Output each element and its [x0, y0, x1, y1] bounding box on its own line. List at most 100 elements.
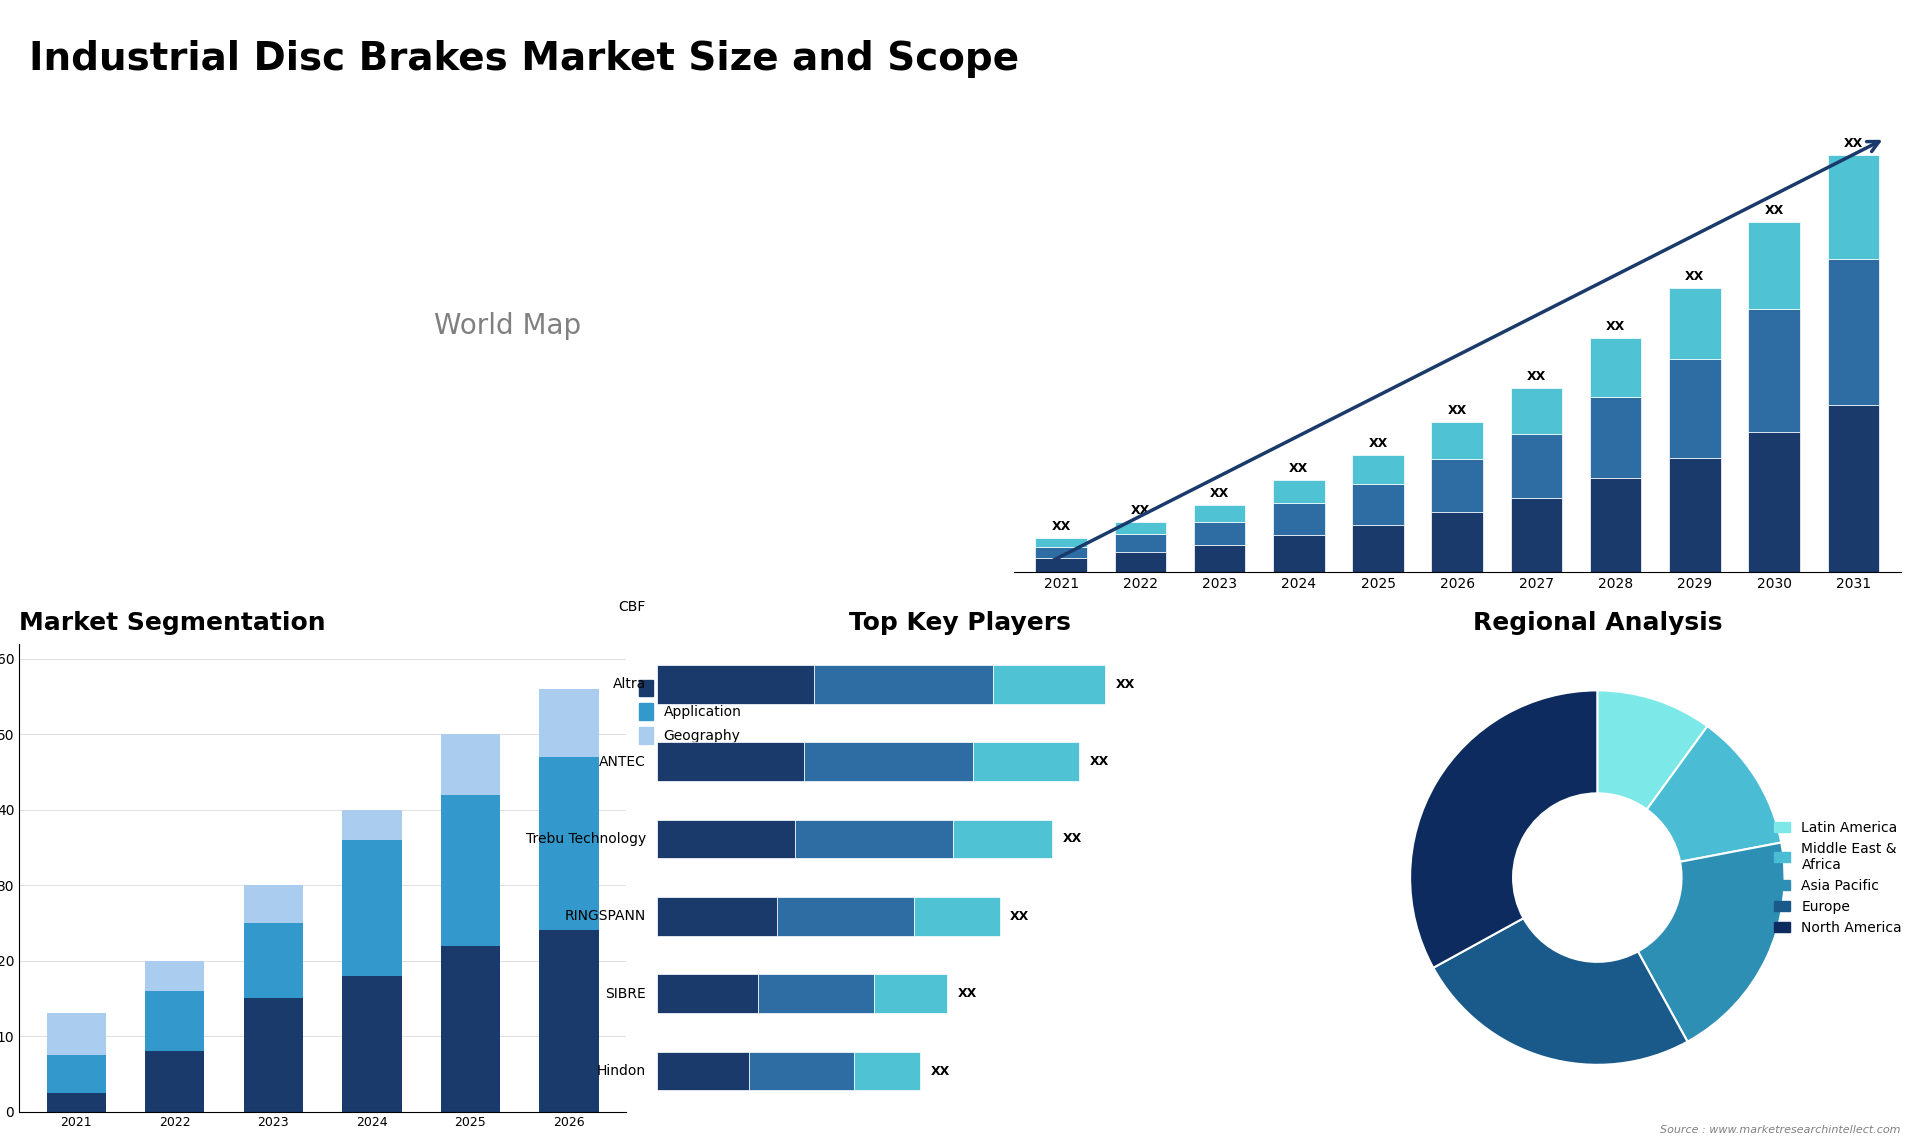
Text: ANTEC: ANTEC: [599, 754, 645, 769]
Bar: [874, 974, 947, 1013]
Bar: [540, 931, 599, 1112]
Title: Top Key Players: Top Key Players: [849, 611, 1071, 635]
Bar: [442, 945, 499, 1112]
Bar: [1511, 434, 1563, 499]
Bar: [1194, 545, 1246, 572]
Text: XX: XX: [1052, 520, 1071, 533]
Wedge shape: [1432, 918, 1688, 1065]
Text: Hindon: Hindon: [597, 1063, 645, 1078]
Bar: [954, 819, 1052, 858]
Bar: [1749, 309, 1799, 432]
Text: XX: XX: [1605, 321, 1624, 333]
Bar: [442, 794, 499, 945]
Text: XX: XX: [1843, 138, 1862, 150]
Text: XX: XX: [1288, 462, 1308, 476]
Bar: [749, 1052, 854, 1090]
Bar: [1828, 259, 1880, 405]
Wedge shape: [1597, 690, 1707, 809]
Bar: [657, 665, 814, 704]
Bar: [244, 998, 303, 1112]
Bar: [1590, 338, 1642, 397]
Bar: [1432, 460, 1482, 511]
Bar: [1590, 397, 1642, 478]
Text: XX: XX: [1010, 910, 1029, 923]
Bar: [1035, 547, 1087, 558]
Bar: [657, 974, 758, 1013]
Bar: [342, 975, 401, 1112]
Bar: [657, 897, 776, 935]
Bar: [1432, 511, 1482, 572]
Wedge shape: [1638, 842, 1784, 1042]
Text: XX: XX: [1089, 755, 1108, 768]
Text: World Map: World Map: [434, 312, 580, 340]
Bar: [342, 840, 401, 975]
Legend: Latin America, Middle East &
Africa, Asia Pacific, Europe, North America: Latin America, Middle East & Africa, Asi…: [1768, 815, 1908, 940]
Bar: [814, 665, 993, 704]
Text: Market Segmentation: Market Segmentation: [19, 611, 326, 635]
Bar: [657, 819, 795, 858]
Bar: [146, 1051, 204, 1112]
Bar: [244, 885, 303, 923]
Bar: [854, 1052, 920, 1090]
Bar: [1668, 289, 1720, 359]
Bar: [1273, 480, 1325, 503]
Bar: [1828, 405, 1880, 572]
Text: XX: XX: [1369, 437, 1388, 450]
Bar: [1352, 525, 1404, 572]
Bar: [1668, 458, 1720, 572]
Bar: [993, 665, 1106, 704]
Text: RINGSPANN: RINGSPANN: [564, 909, 645, 924]
Bar: [342, 810, 401, 840]
Wedge shape: [1409, 690, 1597, 968]
Bar: [46, 1093, 106, 1112]
Bar: [1035, 558, 1087, 572]
Text: Altra: Altra: [612, 677, 645, 691]
Bar: [46, 1055, 106, 1093]
Bar: [146, 991, 204, 1051]
Text: XX: XX: [1116, 677, 1135, 691]
Text: XX: XX: [958, 987, 977, 1000]
Bar: [1749, 432, 1799, 572]
Text: XX: XX: [1064, 832, 1083, 846]
Bar: [46, 1013, 106, 1055]
Bar: [1116, 521, 1165, 534]
Bar: [1352, 485, 1404, 525]
Bar: [1194, 505, 1246, 521]
Text: Industrial Disc Brakes Market Size and Scope: Industrial Disc Brakes Market Size and S…: [29, 40, 1020, 78]
Wedge shape: [1647, 727, 1782, 862]
Text: Trebu Technology: Trebu Technology: [526, 832, 645, 846]
Bar: [1668, 359, 1720, 458]
Bar: [442, 735, 499, 794]
Bar: [657, 743, 804, 780]
Bar: [540, 689, 599, 756]
Title: Regional Analysis: Regional Analysis: [1473, 611, 1722, 635]
Bar: [1352, 455, 1404, 485]
Bar: [1035, 539, 1087, 547]
Bar: [1511, 499, 1563, 572]
Text: XX: XX: [1210, 487, 1229, 500]
Bar: [758, 974, 874, 1013]
Bar: [1273, 535, 1325, 572]
Bar: [1273, 503, 1325, 535]
Text: SIBRE: SIBRE: [605, 987, 645, 1000]
Bar: [1116, 534, 1165, 551]
Bar: [1116, 551, 1165, 572]
Bar: [1749, 222, 1799, 309]
Text: CBF: CBF: [618, 599, 645, 614]
Bar: [1511, 388, 1563, 434]
Bar: [657, 1052, 749, 1090]
Bar: [804, 743, 973, 780]
Bar: [1590, 478, 1642, 572]
Bar: [914, 897, 1000, 935]
Bar: [1194, 521, 1246, 545]
Text: Source : www.marketresearchintellect.com: Source : www.marketresearchintellect.com: [1661, 1124, 1901, 1135]
Bar: [244, 923, 303, 998]
Bar: [973, 743, 1079, 780]
Text: XX: XX: [1131, 504, 1150, 517]
Bar: [1828, 155, 1880, 259]
Text: XX: XX: [1764, 204, 1784, 217]
Bar: [776, 897, 914, 935]
Text: MARKET
RESEARCH
INTELLECT: MARKET RESEARCH INTELLECT: [1749, 50, 1809, 84]
Text: XX: XX: [1686, 270, 1705, 283]
Bar: [795, 819, 954, 858]
